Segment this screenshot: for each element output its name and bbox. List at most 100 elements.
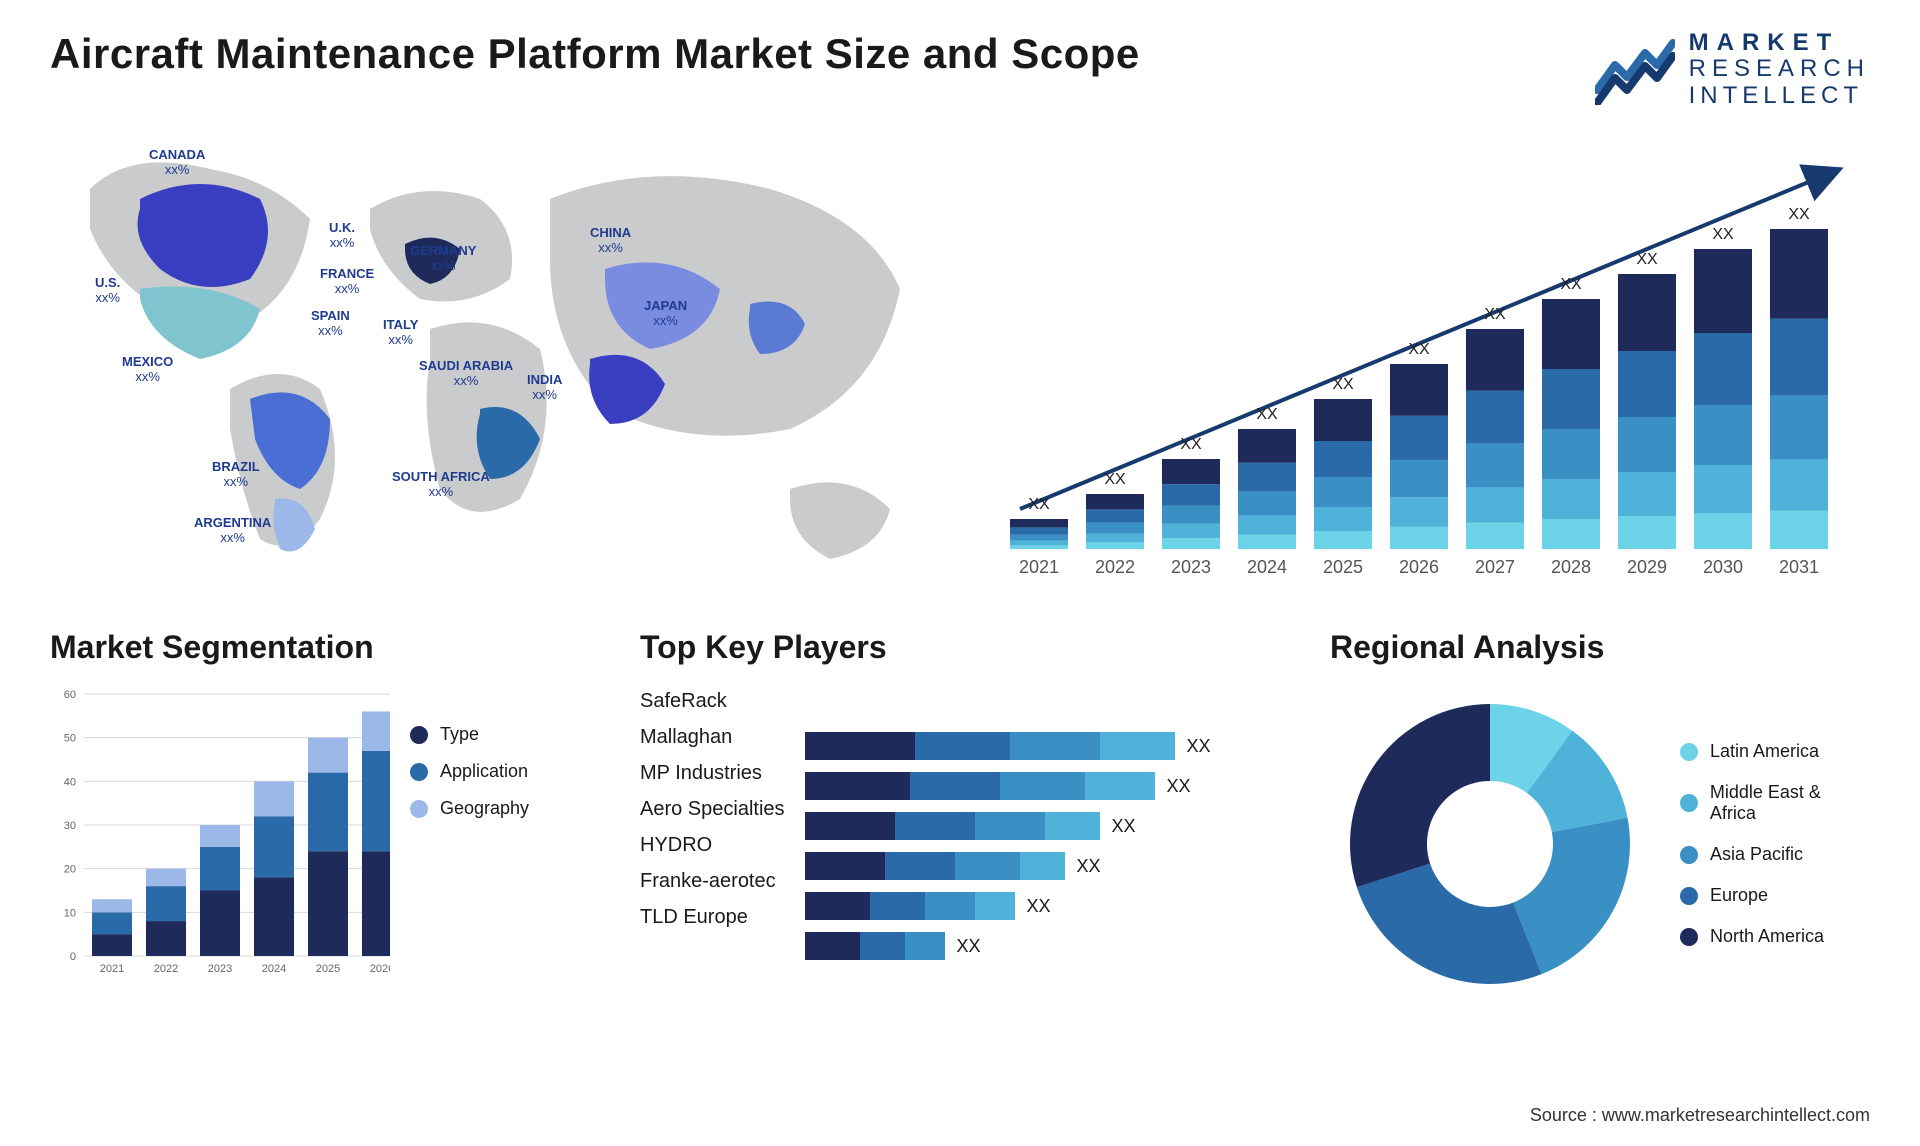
- svg-text:2023: 2023: [208, 963, 232, 975]
- legend-label: Latin America: [1710, 741, 1819, 762]
- player-bar-label: XX: [1187, 736, 1211, 757]
- svg-text:2028: 2028: [1551, 557, 1591, 577]
- source-attribution: Source : www.marketresearchintellect.com: [1530, 1105, 1870, 1126]
- regional-donut-wrap: [1330, 684, 1650, 1004]
- svg-text:2021: 2021: [100, 963, 124, 975]
- legend-swatch: [1680, 743, 1698, 761]
- top-row: CANADAxx%U.S.xx%MEXICOxx%BRAZILxx%ARGENT…: [50, 129, 1870, 589]
- svg-text:2024: 2024: [262, 963, 286, 975]
- map-label: ITALYxx%: [383, 318, 418, 348]
- svg-text:XX: XX: [1028, 496, 1050, 513]
- legend-item: Middle East & Africa: [1680, 782, 1870, 824]
- legend-item: Geography: [410, 798, 529, 819]
- svg-text:40: 40: [64, 777, 76, 789]
- bottom-row: Market Segmentation 01020304050602021202…: [50, 629, 1870, 1004]
- map-label: U.S.xx%: [95, 276, 120, 306]
- svg-text:2026: 2026: [1399, 557, 1439, 577]
- svg-text:2022: 2022: [1095, 557, 1135, 577]
- svg-text:2027: 2027: [1475, 557, 1515, 577]
- svg-text:XX: XX: [1408, 341, 1430, 358]
- header: Aircraft Maintenance Platform Market Siz…: [50, 30, 1870, 109]
- map-label: U.K.xx%: [329, 221, 355, 251]
- legend-label: Type: [440, 724, 479, 745]
- legend-item: Europe: [1680, 885, 1870, 906]
- player-bar-label: XX: [1167, 776, 1191, 797]
- key-players-title: Top Key Players: [640, 629, 1300, 666]
- map-label: MEXICOxx%: [122, 355, 173, 385]
- regional-title: Regional Analysis: [1330, 629, 1870, 666]
- player-bar-segment: [910, 772, 1000, 800]
- legend-item: Latin America: [1680, 741, 1870, 762]
- svg-text:XX: XX: [1560, 276, 1582, 293]
- player-name: Mallaghan: [640, 726, 785, 749]
- player-bar-segment: [1100, 732, 1175, 760]
- map-label: FRANCExx%: [320, 267, 374, 297]
- legend-swatch: [1680, 846, 1698, 864]
- player-bar-segment: [1000, 772, 1085, 800]
- map-label: JAPANxx%: [644, 299, 687, 329]
- segmentation-legend: Type Application Geography: [410, 684, 529, 984]
- player-bar: [805, 812, 1100, 840]
- regional-donut-chart: [1330, 684, 1650, 1004]
- player-bar: [805, 892, 1015, 920]
- player-bar-segment: [885, 852, 955, 880]
- svg-text:2030: 2030: [1703, 557, 1743, 577]
- svg-text:XX: XX: [1636, 251, 1658, 268]
- legend-item: Type: [410, 724, 529, 745]
- world-map-panel: CANADAxx%U.S.xx%MEXICOxx%BRAZILxx%ARGENT…: [50, 129, 950, 589]
- segmentation-section: Market Segmentation 01020304050602021202…: [50, 629, 610, 1004]
- logo-text: MARKET RESEARCH INTELLECT: [1689, 30, 1870, 109]
- legend-item: Application: [410, 761, 529, 782]
- map-label: BRAZILxx%: [212, 460, 260, 490]
- legend-swatch: [1680, 794, 1698, 812]
- player-bar-segment: [805, 772, 910, 800]
- segmentation-title: Market Segmentation: [50, 629, 610, 666]
- player-bar-segment: [805, 892, 870, 920]
- player-name: Aero Specialties: [640, 798, 785, 821]
- svg-text:XX: XX: [1484, 306, 1506, 323]
- player-name: MP Industries: [640, 762, 785, 785]
- player-bar: [805, 732, 1175, 760]
- player-bar-segment: [895, 812, 975, 840]
- segmentation-bar-chart: 0102030405060202120222023202420252026: [50, 684, 390, 984]
- svg-text:2025: 2025: [316, 963, 340, 975]
- player-bar: [805, 932, 945, 960]
- svg-text:XX: XX: [1104, 471, 1126, 488]
- map-label: INDIAxx%: [527, 373, 562, 403]
- growth-bar-chart: XX2021XX2022XX2023XX2024XX2025XX2026XX20…: [990, 129, 1870, 589]
- player-name: Franke-aerotec: [640, 870, 785, 893]
- svg-text:2024: 2024: [1247, 557, 1287, 577]
- player-bar-segment: [805, 932, 860, 960]
- svg-text:XX: XX: [1332, 376, 1354, 393]
- svg-text:XX: XX: [1712, 226, 1734, 243]
- player-bar-segment: [1045, 812, 1100, 840]
- legend-label: Application: [440, 761, 528, 782]
- svg-text:XX: XX: [1788, 206, 1810, 223]
- player-bar-row: XX: [805, 732, 1300, 760]
- map-label: CHINAxx%: [590, 226, 631, 256]
- player-bar-segment: [905, 932, 945, 960]
- key-players-section: Top Key Players SafeRack Mallaghan MP Indu…: [640, 629, 1300, 1004]
- svg-text:50: 50: [64, 733, 76, 745]
- brand-logo: MARKET RESEARCH INTELLECT: [1595, 30, 1870, 109]
- player-name: SafeRack: [640, 690, 785, 713]
- legend-swatch: [1680, 887, 1698, 905]
- svg-text:XX: XX: [1256, 406, 1278, 423]
- legend-swatch: [410, 763, 428, 781]
- player-bar-row: XX: [805, 852, 1300, 880]
- player-bar-segment: [1010, 732, 1100, 760]
- player-bar: [805, 852, 1065, 880]
- svg-text:2026: 2026: [370, 963, 390, 975]
- key-players-bars: XXXXXXXXXXXX: [805, 684, 1300, 960]
- map-label: GERMANYxx%: [410, 244, 476, 274]
- player-bar: [805, 772, 1155, 800]
- player-bar-label: XX: [1077, 856, 1101, 877]
- svg-text:60: 60: [64, 689, 76, 701]
- player-bar-label: XX: [957, 936, 981, 957]
- regional-legend: Latin AmericaMiddle East & AfricaAsia Pa…: [1680, 741, 1870, 947]
- map-label: ARGENTINAxx%: [194, 516, 271, 546]
- player-bar-segment: [805, 812, 895, 840]
- player-bar-segment: [1085, 772, 1155, 800]
- player-bar-segment: [925, 892, 975, 920]
- player-bar-segment: [915, 732, 1010, 760]
